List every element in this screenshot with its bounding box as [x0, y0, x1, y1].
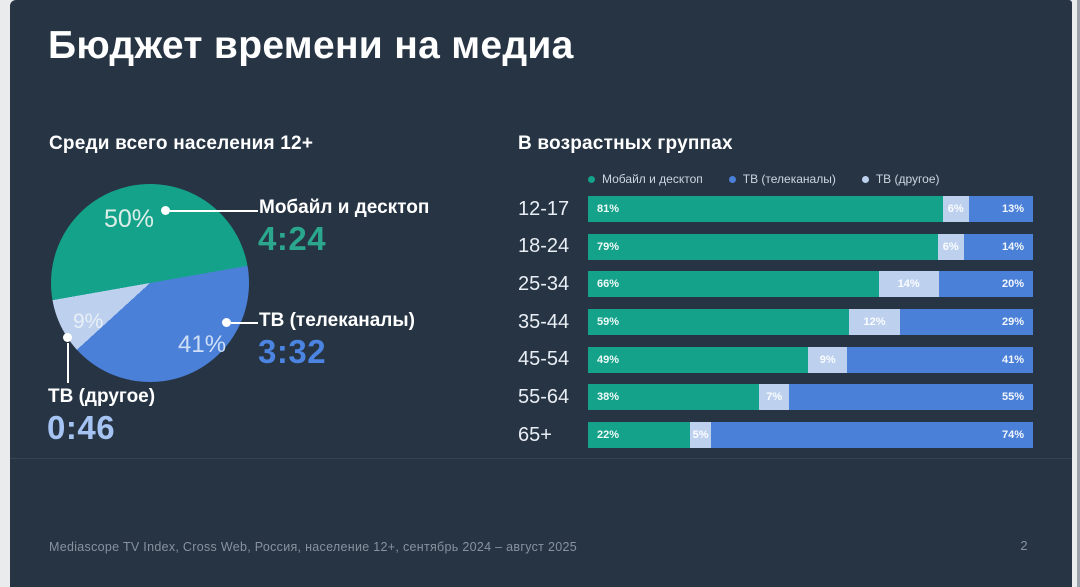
bar-segment: 12%: [848, 309, 901, 336]
bar-segment: 81%: [588, 196, 943, 222]
age-group-label: 18-24: [518, 235, 570, 258]
age-group-label: 35-44: [518, 310, 570, 333]
callout-dot-tv-channels: [222, 318, 231, 327]
legend-item: ТВ (другое): [861, 172, 940, 186]
bar-segment: 22%: [588, 422, 691, 449]
stacked-bar: 66% 14% 20%: [588, 271, 1033, 298]
bar-segment: 6%: [937, 233, 964, 260]
pie-slice-percent-mobile: 50%: [104, 205, 155, 233]
bars-chart: 12-17 81% 6% 13% 18-24 79% 6% 14% 25-34 66% 14% 20%…: [518, 196, 1034, 449]
callout-line-tv-channels: [231, 322, 258, 324]
pie-chart: [51, 184, 249, 382]
viewer-right-edge: [1077, 0, 1080, 587]
stacked-bar: 59% 12% 29%: [588, 309, 1033, 336]
callout-dot-mobile: [161, 206, 170, 215]
legend-dot-icon: [588, 175, 595, 183]
pie-section-title: Среди всего населения 12+: [49, 133, 314, 154]
legend-item: Мобайл и десктоп: [588, 172, 703, 186]
stacked-bar: 81% 6% 13%: [588, 196, 1034, 222]
bar-row: 25-34 66% 14% 20%: [518, 271, 1033, 298]
age-group-label: 55-64: [518, 385, 570, 408]
pie-slice-percent-tv-channels: 41%: [178, 331, 227, 358]
bar-segment: 6%: [942, 196, 969, 222]
bar-row: 18-24 79% 6% 14%: [518, 233, 1033, 260]
bar-segment: 29%: [900, 309, 1033, 336]
bars-legend: Мобайл и десктоп ТВ (телеканалы) ТВ (друго…: [588, 172, 940, 186]
bar-segment: 9%: [808, 346, 848, 373]
bar-segment: 13%: [968, 196, 1034, 222]
bar-row: 35-44 59% 12% 29%: [518, 309, 1033, 336]
bar-row: 65+ 22% 5% 74%: [518, 422, 1033, 449]
slide-page-number: 2: [1020, 538, 1028, 553]
callout-dot-tv-other: [63, 333, 72, 342]
bar-segment: 20%: [938, 271, 1033, 298]
bar-row: 45-54 49% 9% 41%: [518, 346, 1033, 373]
age-group-label: 12-17: [518, 197, 570, 220]
page-title: Бюджет времени на медиа: [48, 24, 574, 67]
bars-section-title: В возрастных группах: [518, 133, 733, 154]
source-note: Mediascope TV Index, Cross Web, Россия, …: [49, 540, 577, 554]
callout-time-mobile: 4:24: [258, 220, 327, 257]
bar-segment: 14%: [878, 271, 939, 298]
bar-row: 55-64 38% 7% 55%: [518, 384, 1033, 411]
age-group-label: 45-54: [518, 348, 570, 371]
stacked-bar: 79% 6% 14%: [588, 233, 1033, 260]
bar-segment: 74%: [711, 422, 1033, 449]
age-group-label: 65+: [518, 423, 552, 446]
legend-dot-icon: [861, 175, 869, 183]
legend-dot-icon: [728, 175, 736, 183]
bar-segment: 59%: [588, 309, 849, 336]
bar-row: 12-17 81% 6% 13%: [518, 196, 1034, 222]
callout-label-mobile: Мобайл и десктоп: [259, 197, 430, 218]
stacked-bar: 38% 7% 55%: [588, 384, 1033, 411]
bar-segment: 7%: [759, 384, 790, 411]
bar-segment: 41%: [847, 346, 1033, 373]
bar-segment: 38%: [588, 384, 760, 411]
bar-segment: 49%: [588, 346, 809, 373]
callout-line-mobile: [170, 210, 258, 212]
slide: Бюджет времени на медиа Среди всего насе…: [10, 0, 1072, 587]
bar-segment: 5%: [690, 422, 712, 449]
pie-slice-percent-tv-other: 9%: [73, 310, 104, 333]
bar-segment: 55%: [789, 384, 1033, 411]
callout-time-tv-other: 0:46: [47, 409, 116, 446]
callout-line-tv-other: [67, 343, 69, 383]
stacked-bar: 49% 9% 41%: [588, 346, 1033, 373]
callout-label-tv-other: ТВ (другое): [48, 386, 156, 407]
bar-segment: 79%: [588, 233, 938, 260]
callout-time-tv-channels: 3:32: [258, 333, 327, 370]
legend-item: ТВ (телеканалы): [728, 172, 836, 186]
legend-label: Мобайл и десктоп: [602, 172, 703, 186]
bar-segment: 66%: [588, 271, 879, 298]
age-group-label: 25-34: [518, 272, 570, 295]
callout-label-tv-channels: ТВ (телеканалы): [259, 310, 415, 331]
footer-divider: [10, 458, 1072, 459]
bar-segment: 14%: [963, 233, 1033, 260]
stacked-bar: 22% 5% 74%: [588, 422, 1033, 449]
legend-label: ТВ (другое): [875, 172, 940, 186]
legend-label: ТВ (телеканалы): [742, 172, 836, 186]
